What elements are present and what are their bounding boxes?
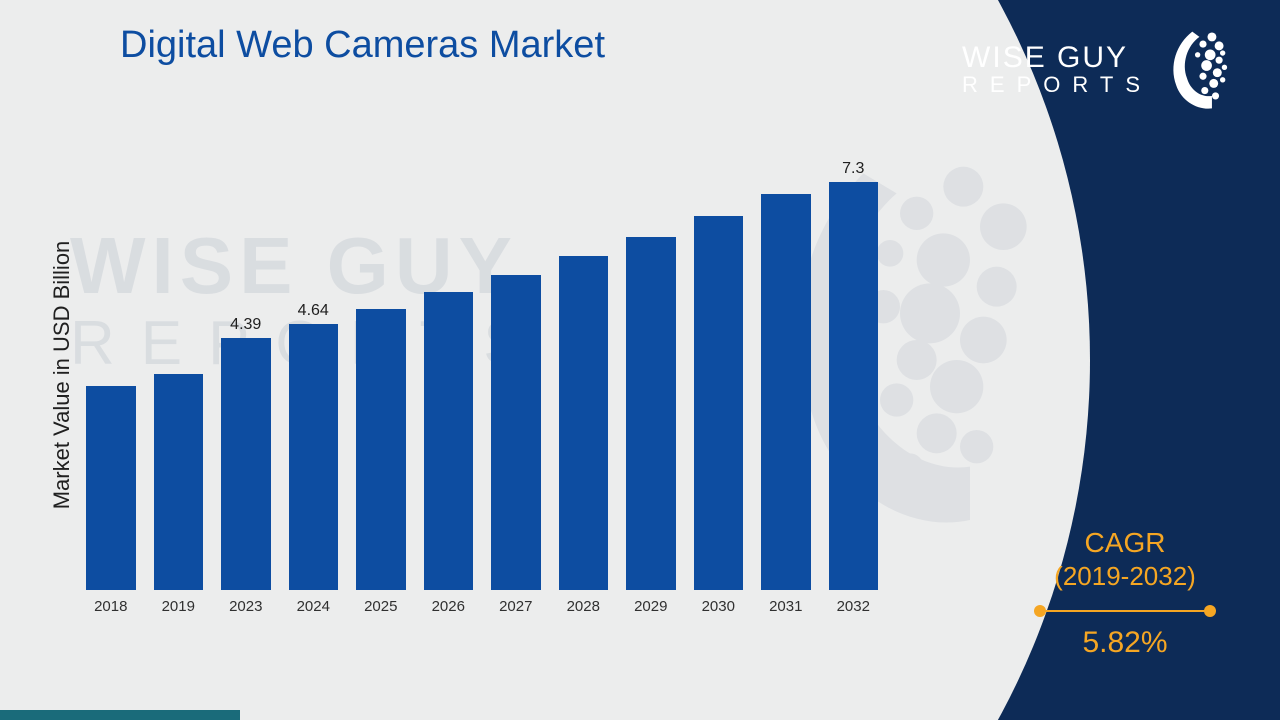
bars-row: 2018 2019 4.392023 4.642024 2025 2026 2027 2028… — [82, 160, 882, 590]
logo-head-icon — [1166, 28, 1240, 112]
bar-slot: 2030 — [694, 160, 744, 590]
bar-x-label: 2019 — [162, 598, 195, 615]
bar-x-label: 2026 — [432, 598, 465, 615]
bar-value-label: 4.39 — [230, 316, 261, 334]
cagr-years: (2019-2032) — [1010, 561, 1240, 592]
y-axis-label: Market Value in USD Billion — [49, 241, 75, 510]
bar-slot: 2029 — [626, 160, 676, 590]
cagr-block: CAGR (2019-2032) 5.82% — [1010, 527, 1240, 660]
bar — [356, 309, 406, 591]
logo-line1: WISE GUY — [962, 44, 1152, 73]
bar — [829, 182, 879, 590]
bar-x-label: 2025 — [364, 598, 397, 615]
logo: WISE GUY REPORTS — [962, 28, 1240, 112]
cagr-label: CAGR — [1010, 527, 1240, 559]
bar — [424, 292, 474, 590]
bar-x-label: 2029 — [634, 598, 667, 615]
chart-area: 2018 2019 4.392023 4.642024 2025 2026 2027 2028… — [82, 160, 882, 590]
bar-x-label: 2031 — [769, 598, 802, 615]
bar — [626, 237, 676, 590]
logo-line2: REPORTS — [962, 75, 1152, 96]
bar-slot: 4.642024 — [289, 160, 339, 590]
bar-x-label: 2028 — [567, 598, 600, 615]
infographic-root: WISE GUY REPORTS Digital Web Cameras Mar… — [0, 0, 1280, 720]
bar-slot: 2019 — [154, 160, 204, 590]
bar-slot: 2028 — [559, 160, 609, 590]
bar-x-label: 2018 — [94, 598, 127, 615]
bar-slot: 7.32032 — [829, 160, 879, 590]
cagr-value: 5.82% — [1010, 626, 1240, 660]
bar-slot: 2018 — [86, 160, 136, 590]
bar — [154, 374, 204, 590]
bar-value-label: 4.64 — [298, 302, 329, 320]
bar-x-label: 2024 — [297, 598, 330, 615]
bar-slot: 2026 — [424, 160, 474, 590]
chart-title: Digital Web Cameras Market — [120, 24, 605, 67]
cagr-divider — [1040, 610, 1210, 612]
bar — [86, 386, 136, 590]
bar — [221, 338, 271, 590]
logo-text: WISE GUY REPORTS — [962, 44, 1152, 95]
accent-strip — [0, 710, 240, 720]
bar-slot: 2031 — [761, 160, 811, 590]
bar-slot: 2025 — [356, 160, 406, 590]
bar — [559, 256, 609, 590]
bar — [694, 216, 744, 590]
bar-x-label: 2030 — [702, 598, 735, 615]
bar — [289, 324, 339, 590]
bar-slot: 2027 — [491, 160, 541, 590]
bar — [491, 275, 541, 590]
bar-x-label: 2023 — [229, 598, 262, 615]
bar — [761, 194, 811, 590]
bar-x-label: 2032 — [837, 598, 870, 615]
bar-slot: 4.392023 — [221, 160, 271, 590]
bar-x-label: 2027 — [499, 598, 532, 615]
bar-value-label: 7.3 — [842, 160, 864, 178]
